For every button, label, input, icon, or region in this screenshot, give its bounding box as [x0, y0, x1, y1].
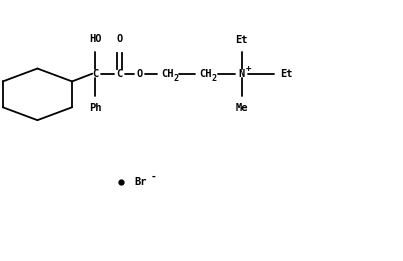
Text: Br: Br [135, 177, 147, 187]
Text: Et: Et [235, 35, 248, 45]
Text: Et: Et [280, 69, 293, 79]
Text: C: C [116, 69, 123, 79]
Text: O: O [116, 34, 123, 44]
Text: N: N [239, 69, 245, 79]
Text: O: O [136, 69, 143, 79]
Text: 2: 2 [212, 74, 217, 83]
Text: C: C [92, 69, 99, 79]
Text: Ph: Ph [89, 103, 102, 113]
Text: CH: CH [199, 69, 212, 79]
Text: HO: HO [89, 34, 102, 44]
Text: CH: CH [161, 69, 174, 79]
Text: +: + [246, 63, 251, 73]
Text: -: - [151, 172, 156, 182]
Text: Me: Me [235, 103, 248, 112]
Text: 2: 2 [174, 74, 179, 83]
